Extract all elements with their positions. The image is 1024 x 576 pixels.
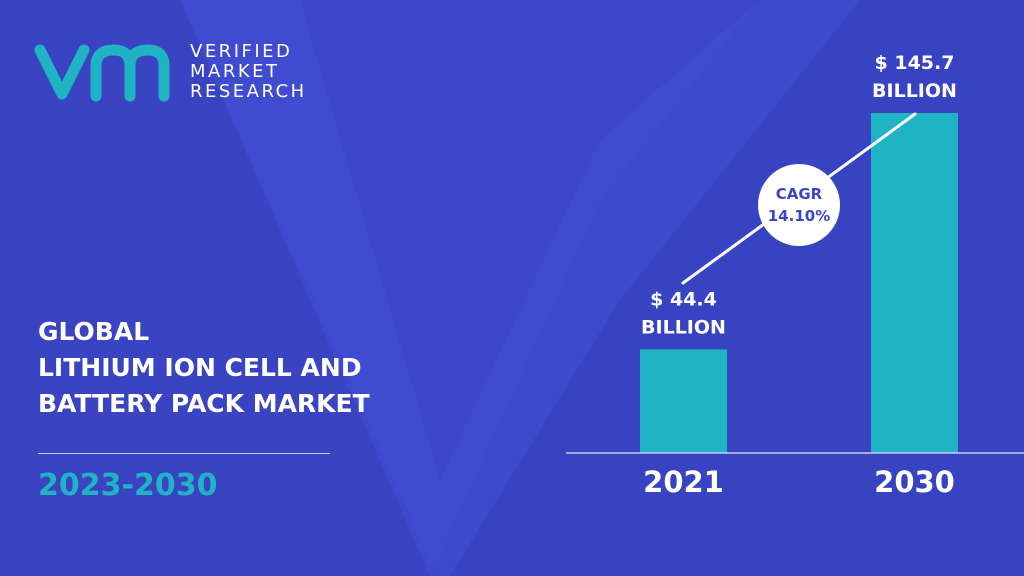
title-line-3: BATTERY PACK MARKET — [38, 389, 370, 418]
cagr-badge: CAGR 14.10% — [758, 164, 840, 246]
title-divider — [38, 453, 330, 454]
brand-line-research: RESEARCH — [190, 81, 307, 102]
title-line-1: GLOBAL — [38, 317, 150, 346]
cagr-label: CAGR — [775, 185, 823, 203]
bar-2021 — [640, 349, 727, 453]
forecast-period: 2023-2030 — [38, 468, 218, 503]
title-line-2: LITHIUM ION CELL AND — [38, 353, 362, 382]
vmr-logo — [34, 44, 170, 102]
bar-2030 — [871, 113, 958, 453]
data-label-2021-2: BILLION — [641, 316, 726, 338]
category-label-2021: 2021 — [643, 465, 724, 499]
brand-line-verified: VERIFIED — [190, 41, 293, 62]
data-label-2021-1: $ 44.4 — [650, 288, 717, 310]
report-title: GLOBAL LITHIUM ION CELL AND BATTERY PACK… — [38, 314, 370, 422]
cagr-value: 14.10% — [767, 207, 831, 225]
category-label-2030: 2030 — [874, 465, 955, 499]
data-label-2030-1: $ 145.7 — [875, 52, 955, 74]
data-label-2030-2: BILLION — [872, 80, 957, 102]
brand-line-market: MARKET — [190, 61, 280, 82]
brand-name: VERIFIED MARKET RESEARCH — [190, 42, 307, 102]
